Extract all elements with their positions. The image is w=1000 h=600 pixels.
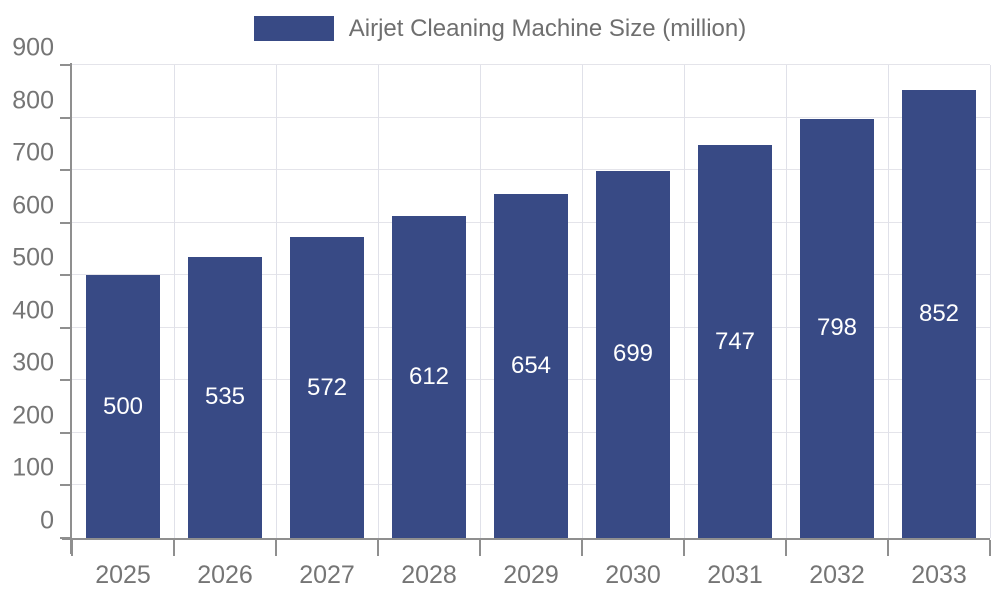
bar-value-label: 535: [204, 383, 246, 411]
y-tick-mark: [60, 326, 70, 329]
x-tick-mark: [71, 540, 73, 556]
x-tick-label: 2032: [809, 561, 865, 589]
x-axis-line: [62, 538, 990, 540]
x-tick-label: 2025: [95, 561, 151, 589]
x-gridline: [786, 65, 787, 538]
x-tick-mark: [479, 540, 481, 556]
x-tick-label: 2027: [299, 561, 355, 589]
x-gridline: [990, 65, 991, 538]
y-tick-label: 700: [12, 138, 54, 167]
x-tick-label: 2026: [197, 561, 253, 589]
bar-value-label: 500: [102, 392, 144, 420]
bar-value-label: 699: [612, 340, 654, 368]
bar-2030[interactable]: 699: [596, 170, 670, 538]
y-tick-label: 600: [12, 191, 54, 220]
y-tick-mark: [60, 537, 70, 539]
plot-area: 0 100 200 300 400 500 600 700 800 900 500 2025 535 20…: [12, 34, 991, 589]
y-tick-mark: [60, 221, 70, 224]
bar-2028[interactable]: 612: [392, 216, 466, 538]
y-tick-label: 400: [12, 296, 54, 325]
x-gridline: [582, 65, 583, 538]
x-tick-mark: [785, 540, 787, 556]
y-gridline: [72, 169, 990, 171]
x-tick-label: 2030: [605, 561, 661, 589]
bar-value-label: 852: [918, 300, 960, 328]
bar-value-label: 654: [510, 352, 552, 380]
y-tick-label: 200: [12, 401, 54, 430]
x-gridline: [888, 65, 889, 538]
y-tick-label: 900: [12, 33, 54, 62]
y-gridline: [72, 116, 990, 118]
x-tick-label: 2028: [401, 561, 457, 589]
bar-value-label: 612: [408, 363, 450, 391]
y-tick-mark: [60, 379, 70, 382]
y-tick-label: 100: [12, 453, 54, 482]
y-tick-mark: [60, 274, 70, 277]
y-tick-mark: [60, 116, 70, 119]
x-gridline: [276, 65, 277, 538]
y-gridline: [72, 64, 990, 65]
x-gridline: [174, 65, 175, 538]
bar-2033[interactable]: 852: [902, 90, 976, 538]
x-tick-mark: [377, 540, 379, 556]
legend[interactable]: Airjet Cleaning Machine Size (million): [0, 16, 1000, 41]
x-gridline: [684, 65, 685, 538]
bar-value-label: 572: [306, 373, 348, 401]
x-tick-mark: [887, 540, 889, 556]
bar-value-label: 747: [714, 327, 756, 355]
y-tick-label: 0: [40, 506, 54, 535]
bar-value-label: 798: [816, 314, 858, 342]
x-tick-label: 2029: [503, 561, 559, 589]
x-tick-mark: [275, 540, 277, 556]
bar-2027[interactable]: 572: [290, 237, 364, 538]
bar-2026[interactable]: 535: [188, 256, 262, 538]
x-gridline: [378, 65, 379, 538]
x-tick-label: 2031: [707, 561, 763, 589]
y-tick-label: 800: [12, 86, 54, 115]
y-tick-mark: [60, 431, 70, 434]
x-tick-mark: [581, 540, 583, 556]
legend-swatch-icon: [253, 16, 334, 41]
y-tick-mark: [60, 484, 70, 487]
bar-2031[interactable]: 747: [698, 145, 772, 538]
y-axis-line: [70, 63, 72, 554]
bar-2032[interactable]: 798: [800, 118, 874, 538]
x-tick-mark: [173, 540, 175, 556]
x-tick-mark: [989, 540, 991, 556]
x-tick-mark: [683, 540, 685, 556]
y-tick-label: 500: [12, 243, 54, 272]
legend-label: Airjet Cleaning Machine Size (million): [348, 15, 747, 42]
bar-2025[interactable]: 500: [86, 275, 160, 538]
bar-2029[interactable]: 654: [494, 194, 568, 538]
y-tick-label: 300: [12, 348, 54, 377]
y-tick-mark: [60, 169, 70, 172]
x-tick-label: 2033: [911, 561, 967, 589]
x-gridline: [480, 65, 481, 538]
y-tick-mark: [60, 64, 70, 66]
